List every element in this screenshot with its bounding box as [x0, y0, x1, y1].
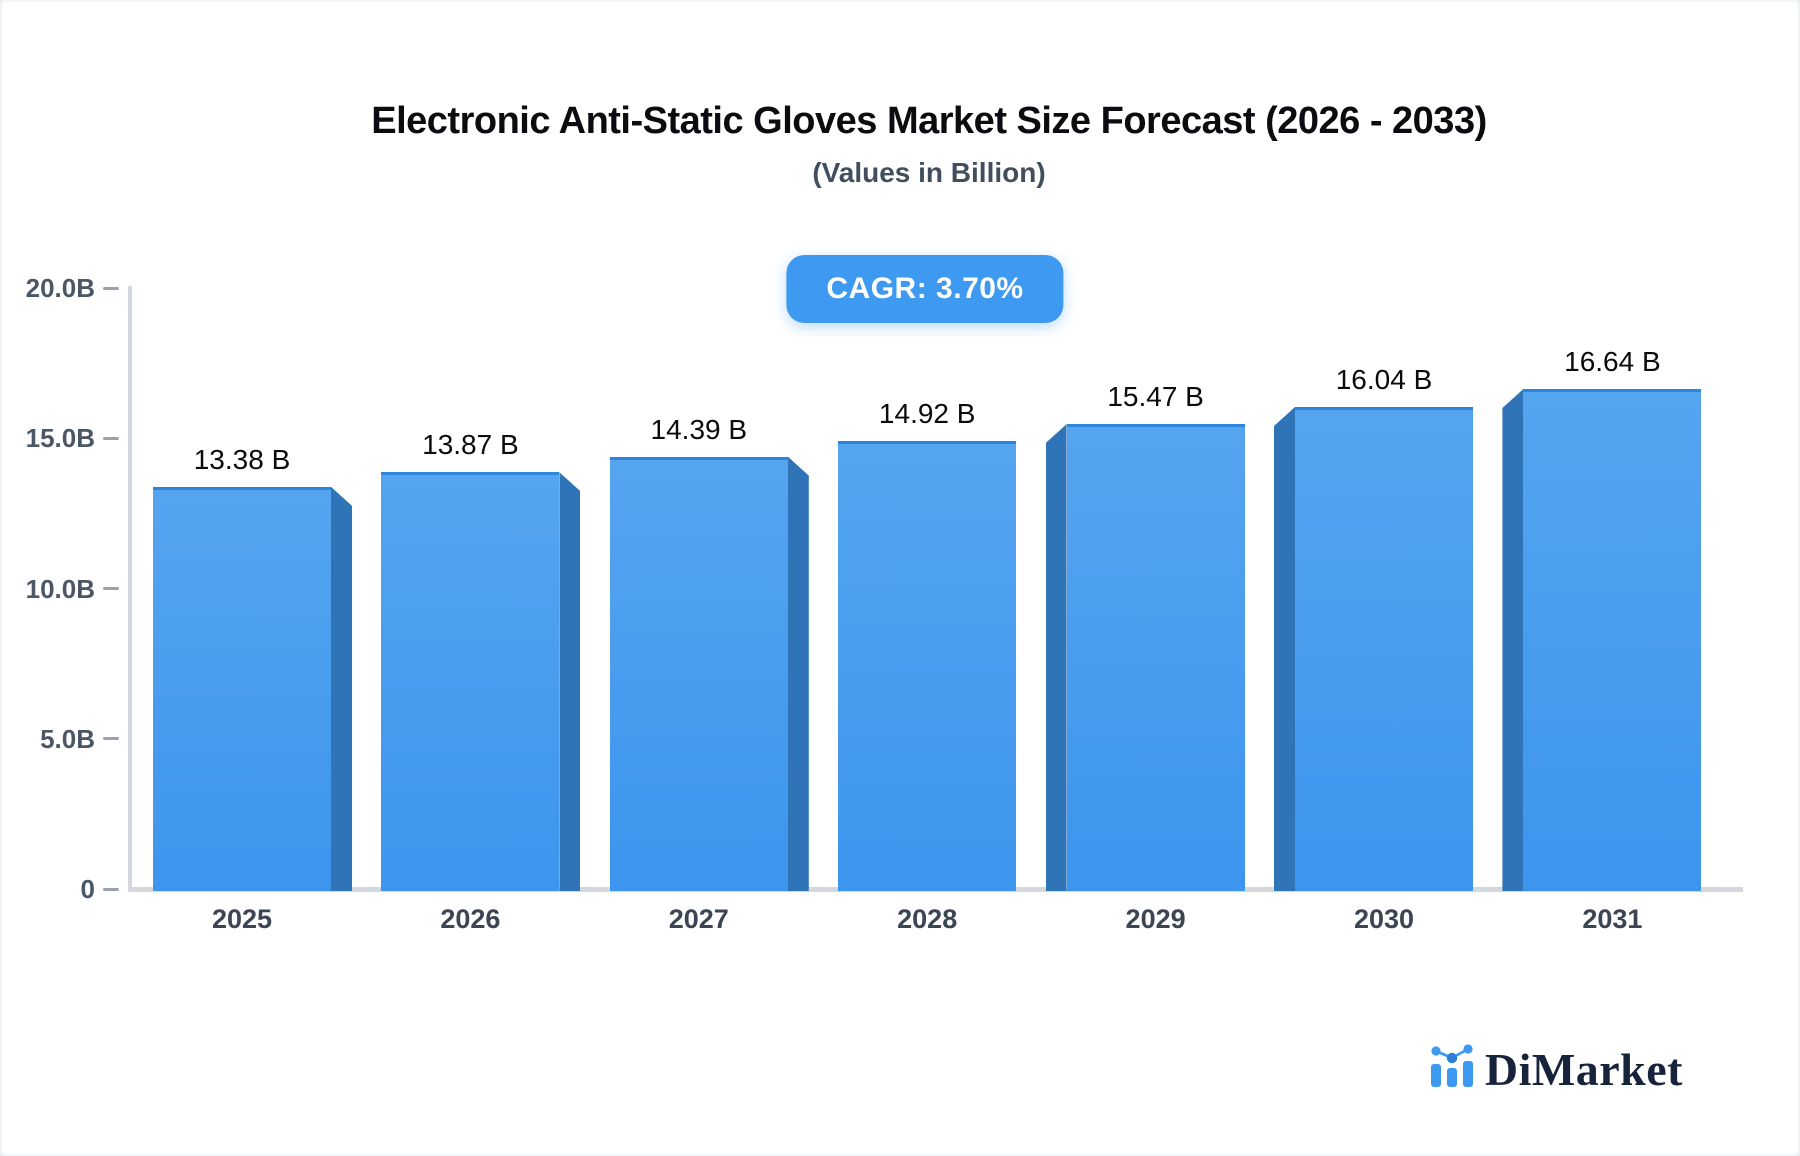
y-tick-dash [103, 587, 119, 590]
bar-side-face-2031 [1502, 388, 1524, 891]
y-tick-label: 20.0B [25, 273, 95, 303]
bar-2025 [153, 486, 331, 891]
y-tick-label: 0 [80, 874, 95, 904]
y-tick-dash [103, 737, 119, 741]
bar-2026 [381, 472, 560, 891]
bar-2029 [1066, 424, 1245, 891]
bar-side-face-2025 [331, 486, 352, 891]
bar-2028 [838, 440, 1017, 891]
bar-value-label: 13.87 B [422, 429, 519, 461]
bar-value-label: 15.47 B [1107, 381, 1204, 413]
bar-side-face-2029 [1045, 424, 1067, 891]
dimarket-logo-icon [1430, 1044, 1473, 1087]
y-tick-dash [103, 887, 119, 891]
x-axis-label: 2025 [211, 904, 273, 934]
bar-2027 [609, 456, 788, 891]
x-axis-label: 2030 [1353, 904, 1415, 934]
bar-2031 [1523, 388, 1702, 891]
x-axis-label: 2029 [1125, 904, 1186, 934]
cagr-badge: CAGR: 3.70% [786, 255, 1064, 323]
dimarket-logo: DiMarket [1430, 1044, 1683, 1096]
x-axis-label: 2027 [668, 904, 729, 934]
bar-side-face-2030 [1274, 406, 1295, 891]
x-axis-label: 2031 [1582, 904, 1643, 934]
dimarket-logo-text: DiMarket [1484, 1044, 1683, 1096]
chart-subtitle: (Values in Billion) [812, 157, 1046, 188]
bar-side-face-2027 [787, 456, 809, 891]
chart-header: Electronic Anti-Static Gloves Market Siz… [68, 100, 1790, 189]
bar-2030 [1295, 406, 1473, 891]
chart-title: Electronic Anti-Static Gloves Market Siz… [371, 100, 1487, 142]
y-tick-dash [103, 286, 119, 290]
bar-value-label: 16.04 B [1335, 363, 1433, 395]
y-tick-label: 15.0B [25, 423, 95, 454]
x-axis-label: 2026 [440, 904, 501, 934]
bar-value-label: 16.64 B [1564, 345, 1661, 377]
y-tick-label: 5.0B [40, 723, 95, 754]
x-axis-label: 2028 [897, 904, 958, 934]
bar-value-label: 14.39 B [650, 413, 748, 445]
y-axis-line [128, 286, 132, 891]
y-tick-dash [103, 436, 119, 440]
bar-side-face-2026 [559, 472, 581, 891]
bar-value-label: 14.92 B [878, 397, 976, 429]
y-tick-label: 10.0B [25, 573, 95, 604]
bar-value-label: 13.38 B [193, 443, 291, 475]
